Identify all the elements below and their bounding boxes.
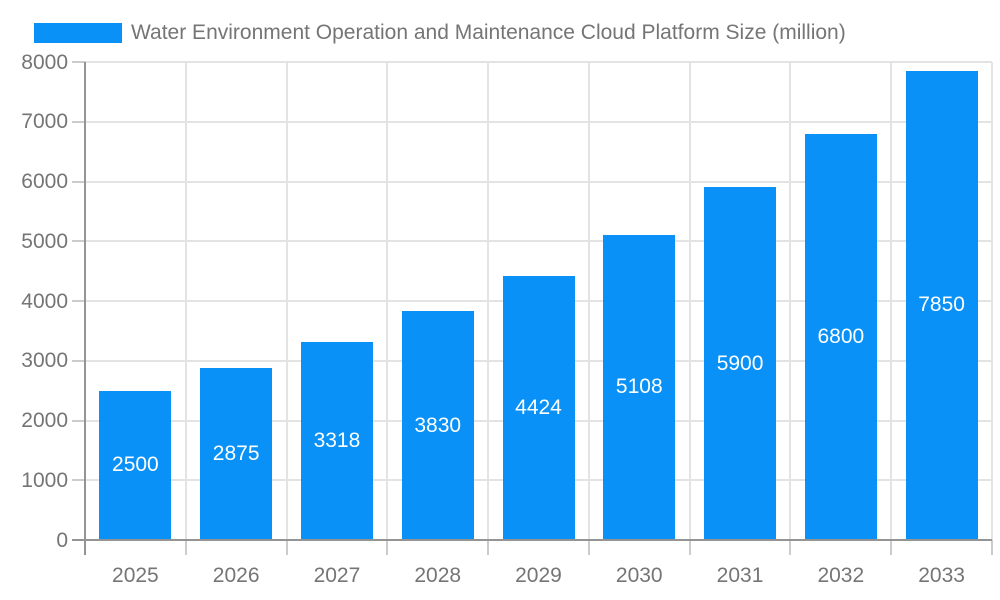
y-axis-tick xyxy=(72,180,85,183)
bar-value-label: 5900 xyxy=(716,351,764,375)
y-axis-label: 4000 xyxy=(21,289,68,313)
x-axis-label: 2031 xyxy=(716,564,764,587)
y-axis-tick xyxy=(72,120,85,123)
gridline-vertical xyxy=(285,62,288,540)
bar: 2875 xyxy=(200,368,273,540)
bar: 5900 xyxy=(704,187,777,540)
bar: 3318 xyxy=(300,341,373,540)
x-axis-label: 2027 xyxy=(313,564,361,587)
bar-value-label: 3318 xyxy=(313,428,361,452)
bar-value-label: 5108 xyxy=(615,375,663,399)
bar: 6800 xyxy=(804,133,877,540)
bar-value-label: 4424 xyxy=(515,395,562,419)
bar-value-label: 7850 xyxy=(918,293,965,317)
gridline-vertical xyxy=(587,62,590,540)
legend: Water Environment Operation and Maintena… xyxy=(34,18,846,48)
legend-swatch xyxy=(34,23,122,43)
y-axis-tick xyxy=(72,359,85,362)
plot-area: 2500 2875 3318 3830 4424 5108 5900 6800 7850 xyxy=(85,61,993,540)
bar-value-label: 3830 xyxy=(414,413,462,437)
x-axis-label: 2030 xyxy=(615,564,663,587)
y-axis-label: 0 xyxy=(56,528,68,552)
y-axis-label: 1000 xyxy=(21,468,68,492)
y-axis-tick xyxy=(72,61,85,63)
gridline-vertical xyxy=(184,62,187,540)
y-axis-label: 6000 xyxy=(21,170,68,193)
x-axis-label: 2028 xyxy=(414,564,462,587)
y-axis-label: 5000 xyxy=(21,229,68,253)
gridline-horizontal xyxy=(85,120,992,123)
bar: 4424 xyxy=(502,275,575,540)
y-axis-label: 2000 xyxy=(21,409,68,432)
gridline-vertical xyxy=(487,62,490,540)
y-axis-label: 7000 xyxy=(21,110,68,134)
bar: 5108 xyxy=(603,234,676,540)
bar: 7850 xyxy=(905,70,978,540)
x-axis-tick xyxy=(285,540,288,555)
x-axis-tick xyxy=(184,540,187,555)
chart-title: Water Environment Operation and Maintena… xyxy=(131,21,846,44)
x-axis-label: 2029 xyxy=(515,564,562,587)
y-axis-tick xyxy=(72,479,85,482)
y-axis-tick xyxy=(72,419,85,422)
x-axis-tick xyxy=(789,540,792,555)
x-axis-tick xyxy=(890,540,893,555)
y-axis-line xyxy=(84,62,86,555)
x-axis-tick xyxy=(991,540,993,555)
x-axis-tick xyxy=(688,540,691,555)
y-axis-tick xyxy=(72,240,85,243)
x-axis-line xyxy=(72,539,992,541)
bar-value-label: 2500 xyxy=(112,453,159,477)
x-axis-label: 2026 xyxy=(212,564,260,587)
gridline-vertical xyxy=(789,62,792,540)
x-axis-tick xyxy=(587,540,590,555)
bar: 2500 xyxy=(99,390,172,540)
x-axis-tick xyxy=(487,540,490,555)
x-axis-label: 2025 xyxy=(112,564,159,587)
y-axis-tick xyxy=(72,300,85,302)
gridline-vertical xyxy=(890,62,893,540)
bar-value-label: 2875 xyxy=(212,442,260,466)
gridline-horizontal xyxy=(85,61,992,63)
gridline-vertical xyxy=(386,62,389,540)
gridline-vertical xyxy=(688,62,691,540)
y-axis-label: 8000 xyxy=(21,50,68,74)
x-axis-label: 2033 xyxy=(918,564,965,587)
gridline-horizontal xyxy=(85,180,992,183)
bar: 3830 xyxy=(401,311,474,540)
x-axis-label: 2032 xyxy=(817,564,865,587)
bar-value-label: 6800 xyxy=(817,324,865,348)
y-axis-label: 3000 xyxy=(21,349,68,373)
gridline-horizontal xyxy=(85,240,992,243)
x-axis-tick xyxy=(386,540,389,555)
gridline-vertical xyxy=(991,62,993,540)
